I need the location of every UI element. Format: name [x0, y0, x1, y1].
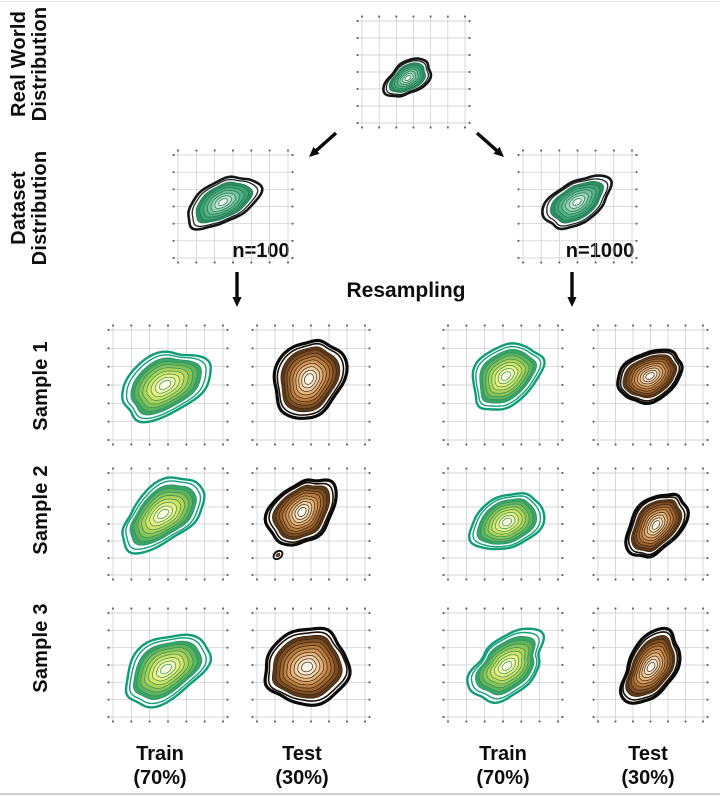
contour-plot-sample1-test-n100: [251, 324, 371, 446]
column-label-test-n100: Test (30%): [247, 742, 357, 790]
row-label-sample-1: Sample 1: [30, 341, 52, 431]
resampling-label: Resampling: [346, 279, 466, 302]
outlier-contour: [275, 552, 281, 558]
contour-plot-sample2-test-n1000: [592, 467, 709, 581]
column-label-line: Train: [479, 743, 527, 765]
row-label-dataset-distribution: Dataset Distribution: [8, 148, 51, 268]
n1000-label: n=1000: [565, 240, 635, 262]
resample-n1000-arrow-head: [567, 297, 577, 307]
contour-ring: [301, 661, 313, 673]
bottom-rule: [0, 793, 720, 795]
contour-ring: [218, 198, 228, 206]
resample-n100-arrow-head: [232, 297, 242, 307]
row-label-real-world-distribution: Real World Distribution: [8, 4, 51, 124]
contour-ring: [646, 662, 656, 672]
top-rule: [0, 1, 720, 2]
column-label-line: Train: [136, 743, 184, 765]
split-to-n100-arrow-shaft: [313, 131, 338, 153]
contour-plot-sample2-test-n100: [251, 467, 371, 581]
contour-ring: [158, 380, 172, 391]
split-to-n100-arrow-head: [309, 146, 320, 157]
column-label-test-n1000: Test (30%): [593, 742, 703, 790]
row-label-line: Distribution: [29, 150, 51, 266]
row-label-line: Dataset: [8, 171, 30, 245]
split-to-n1000-arrow-head: [493, 146, 504, 157]
row-label-line: Distribution: [29, 6, 51, 122]
column-label-line: (70%): [476, 767, 530, 789]
contour-ring: [160, 664, 172, 675]
column-label-train-n100: Train (70%): [105, 742, 215, 790]
column-label-line: (70%): [133, 767, 187, 789]
row-label-sample-3: Sample 3: [30, 603, 52, 693]
row-label-line: Real World: [8, 10, 30, 118]
contour-plot-sample1-train-n100: [107, 324, 229, 446]
contour-plot-sample1-train-n1000: [442, 324, 564, 446]
contour-plot-sample3-train-n100: [107, 607, 229, 723]
row-label-sample-2: Sample 2: [30, 465, 52, 555]
contour-ring: [645, 372, 655, 380]
contour-plot-real-world: [356, 15, 471, 129]
contour-plot-sample3-train-n1000: [442, 607, 564, 723]
column-label-line: Test: [282, 743, 322, 765]
column-label-line: (30%): [275, 767, 329, 789]
contour-ring: [304, 373, 314, 385]
contour-plot-sample2-train-n1000: [442, 467, 564, 581]
contour-ring: [297, 507, 307, 517]
contour-ring: [502, 517, 512, 527]
split-to-n1000-arrow-shaft: [475, 131, 500, 153]
column-label-line: Test: [628, 743, 668, 765]
contour-plot-sample1-test-n1000: [592, 324, 709, 446]
contour-ring: [404, 75, 412, 81]
contour-ring: [157, 509, 169, 520]
contour-ring: [651, 520, 661, 530]
contour-ring: [501, 661, 513, 671]
column-label-train-n1000: Train (70%): [448, 742, 558, 790]
contour-plot-sample3-test-n1000: [592, 607, 709, 723]
contour-plot-dataset-n1000: [517, 149, 638, 264]
contour-plot-sample3-test-n100: [251, 607, 371, 723]
contour-ring: [501, 371, 512, 381]
n100-label: n=100: [232, 240, 290, 262]
contour-ring: [572, 198, 582, 206]
contour-plot-sample2-train-n100: [107, 467, 229, 581]
contour-plot-dataset-n100: [172, 149, 294, 264]
column-label-line: (30%): [621, 767, 675, 789]
